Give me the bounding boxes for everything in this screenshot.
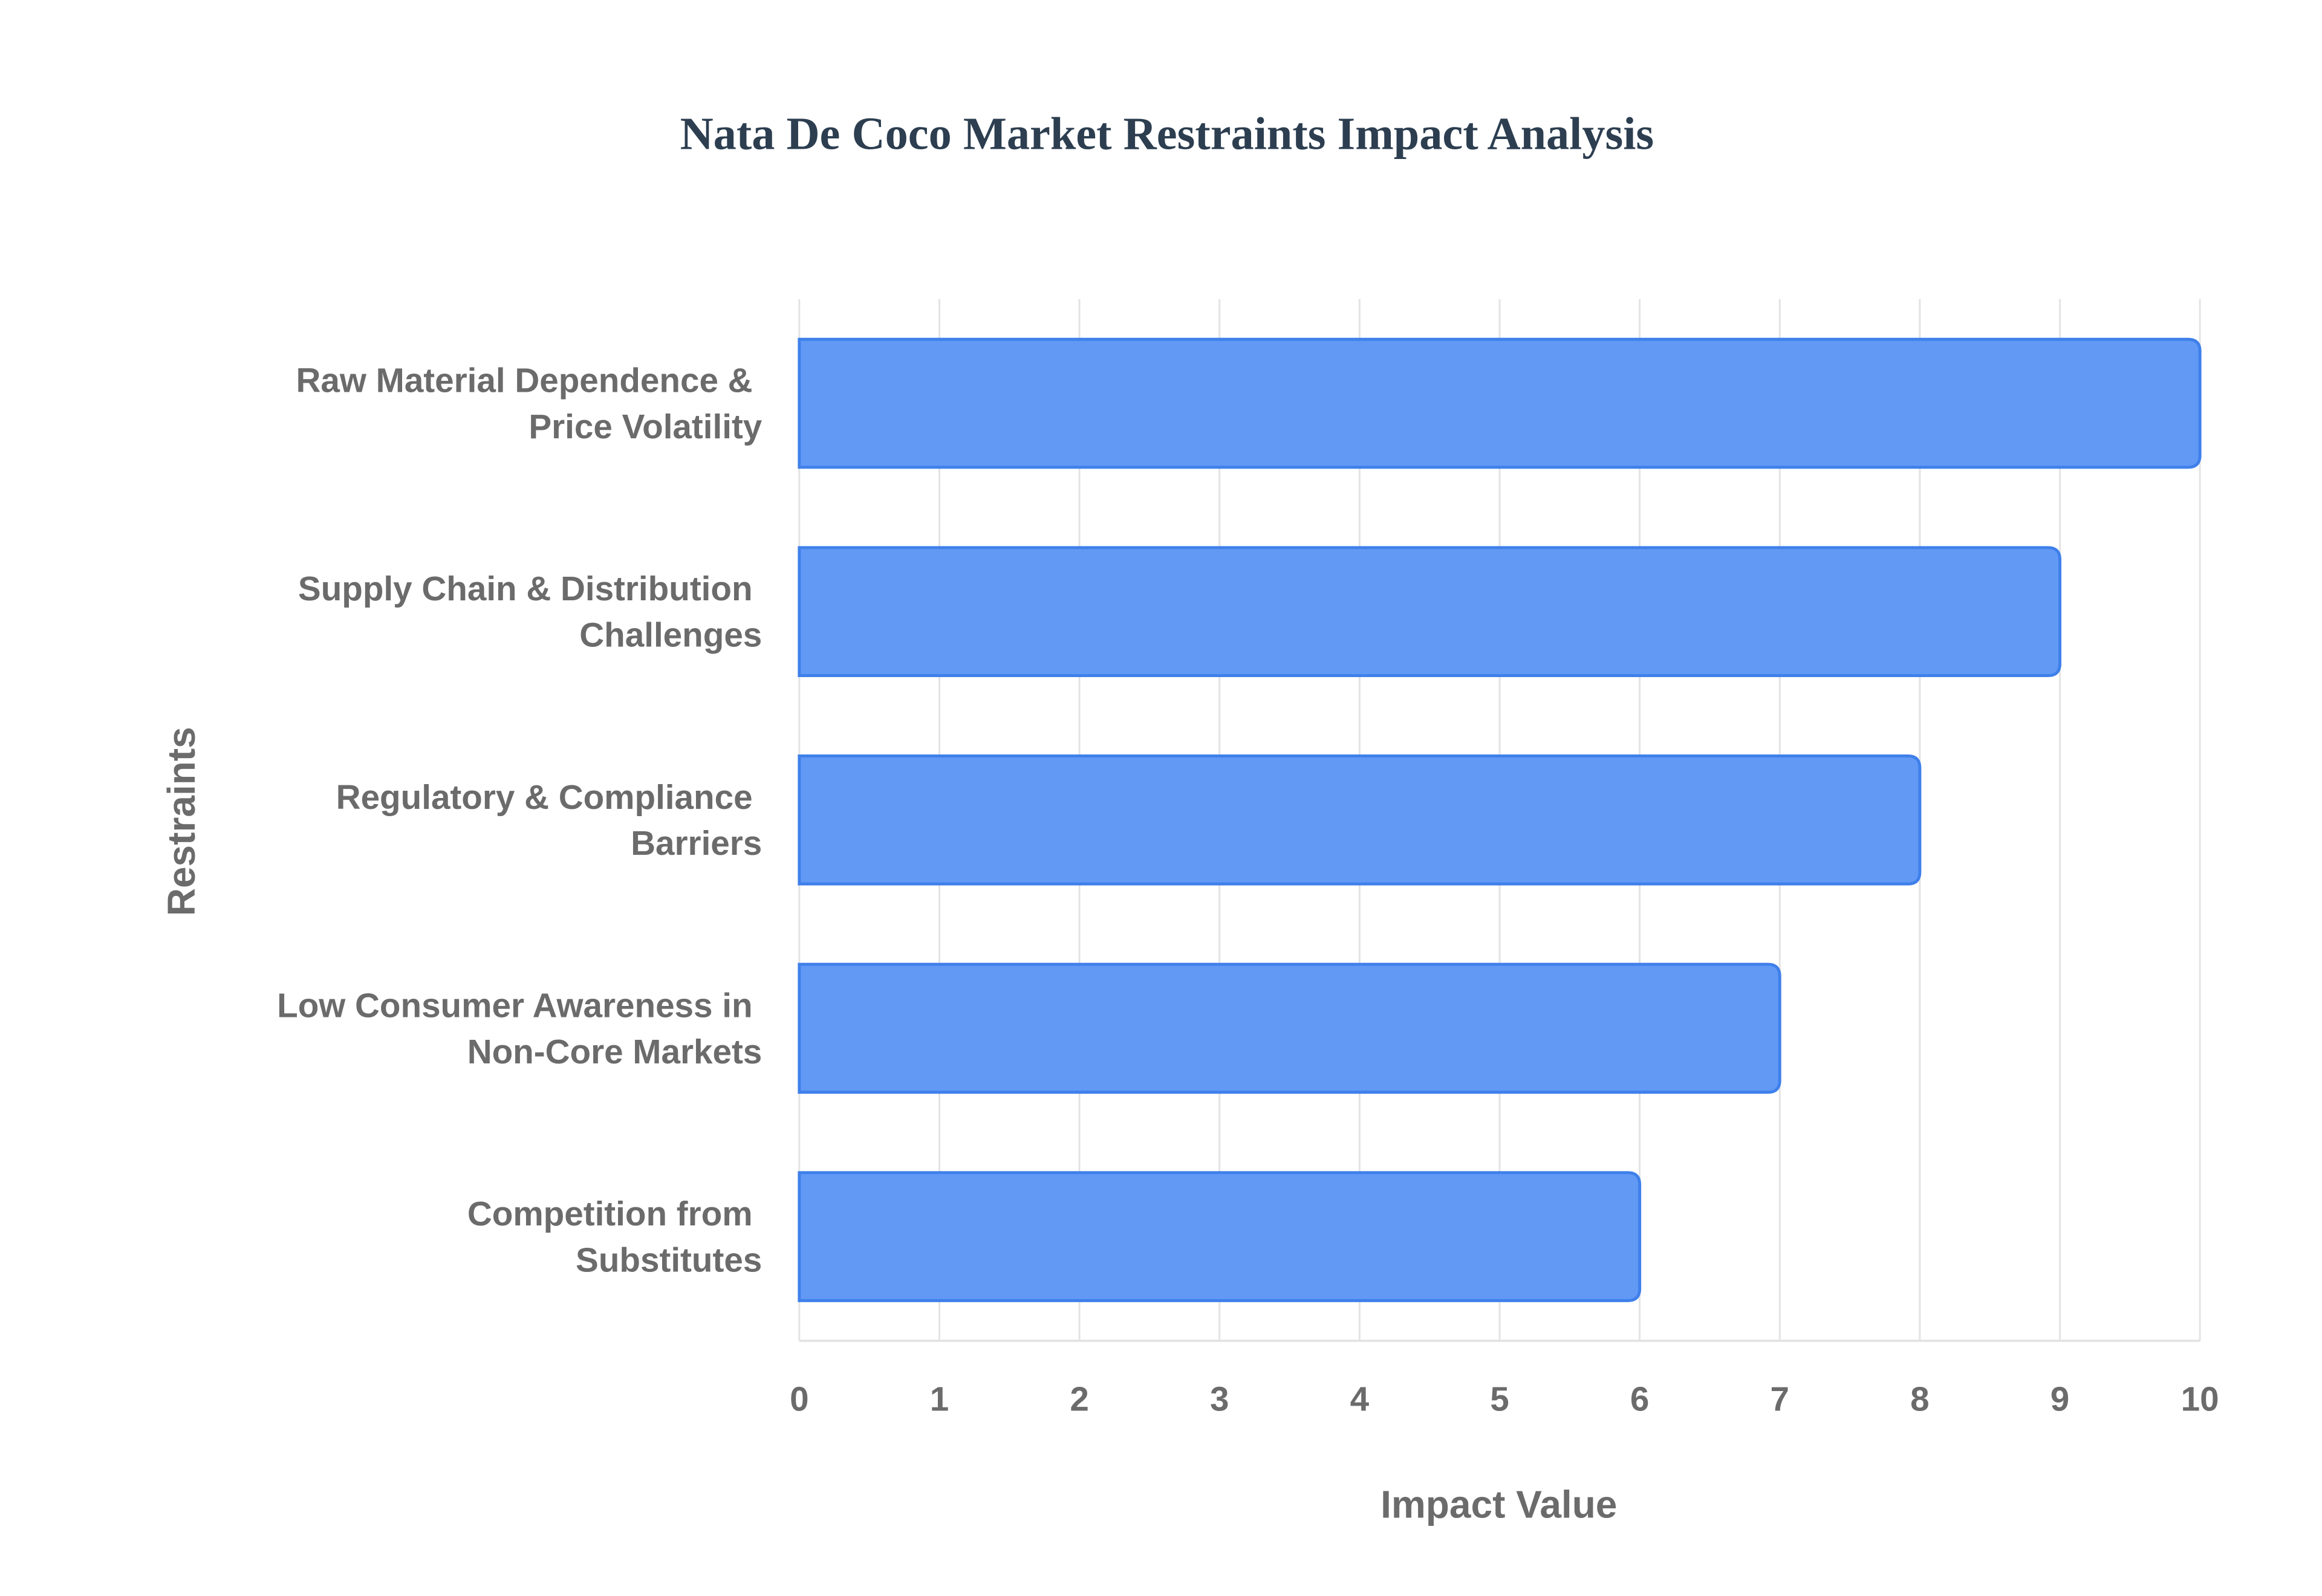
y-tick-label: Raw Material Dependence & Price Volatili…	[296, 362, 763, 446]
y-axis-title: Restraints	[160, 727, 203, 916]
y-tick-label: Regulatory & Compliance Barriers	[336, 778, 763, 862]
x-tick-label: 4	[1350, 1380, 1370, 1418]
x-tick-label: 0	[790, 1380, 808, 1418]
x-axis-title: Impact Value	[1381, 1482, 1617, 1526]
y-tick-label: Competition from Substitutes	[467, 1195, 762, 1279]
bar	[798, 962, 1781, 1094]
bar	[798, 546, 2061, 677]
chart-title: Nata De Coco Market Restraints Impact An…	[680, 108, 1654, 159]
y-tick-label: Low Consumer Awareness in Non-Core Marke…	[277, 986, 762, 1070]
x-tick-label: 3	[1210, 1380, 1229, 1418]
x-tick-label: 7	[1771, 1380, 1789, 1418]
bar	[798, 1171, 1642, 1302]
x-tick-label: 9	[2050, 1380, 2069, 1418]
x-tick-label: 5	[1490, 1380, 1509, 1418]
x-tick-label: 10	[2181, 1380, 2219, 1418]
x-tick-label: 8	[1910, 1380, 1929, 1418]
x-tick-label: 2	[1070, 1380, 1088, 1418]
x-tick-label: 6	[1630, 1380, 1649, 1418]
bar	[798, 337, 2202, 469]
bar	[798, 754, 1922, 886]
y-tick-label: Supply Chain & Distribution Challenges	[298, 569, 762, 654]
x-tick-label: 1	[930, 1380, 949, 1418]
